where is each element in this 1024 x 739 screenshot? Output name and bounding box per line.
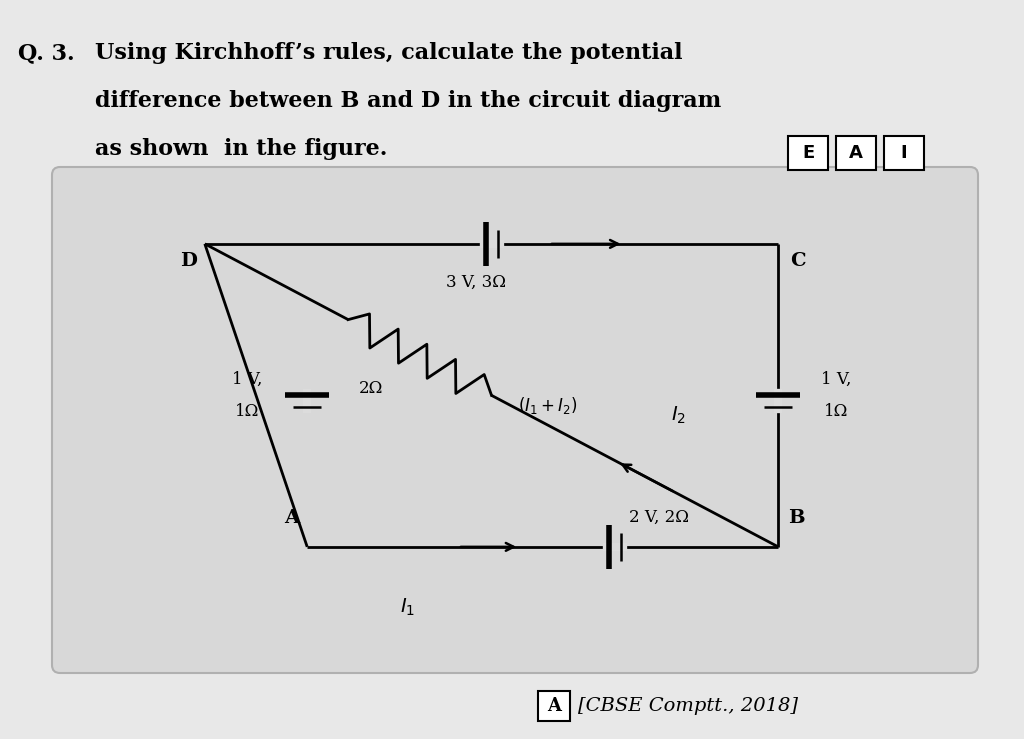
FancyBboxPatch shape [538,691,570,721]
Text: A: A [547,697,561,715]
Text: as shown  in the figure.: as shown in the figure. [95,138,387,160]
FancyBboxPatch shape [52,167,978,673]
Text: 3 V, 3Ω: 3 V, 3Ω [446,274,507,291]
Text: $I_1$: $I_1$ [399,596,415,618]
Text: E: E [802,144,814,162]
Text: B: B [788,509,805,527]
Text: Using Kirchhoff’s rules, calculate the potential: Using Kirchhoff’s rules, calculate the p… [95,42,683,64]
Text: 2 V, 2Ω: 2 V, 2Ω [630,509,689,526]
Text: A: A [284,509,299,527]
Text: I: I [901,144,907,162]
FancyBboxPatch shape [788,136,828,170]
Text: [CBSE Comptt., 2018]: [CBSE Comptt., 2018] [578,697,798,715]
Text: C: C [791,252,806,270]
Text: $(I_1+I_2)$: $(I_1+I_2)$ [518,395,578,416]
Text: Q. 3.: Q. 3. [18,42,75,64]
Text: 1Ω: 1Ω [236,403,259,420]
FancyBboxPatch shape [884,136,924,170]
FancyBboxPatch shape [836,136,876,170]
Text: 1Ω: 1Ω [824,403,849,420]
Text: 1 V,: 1 V, [821,371,851,388]
Text: difference between B and D in the circuit diagram: difference between B and D in the circui… [95,90,721,112]
Text: A: A [849,144,863,162]
Text: $I_2$: $I_2$ [671,405,686,426]
Text: 2Ω: 2Ω [359,380,384,397]
Text: D: D [180,252,197,270]
Text: 1 V,: 1 V, [232,371,262,388]
